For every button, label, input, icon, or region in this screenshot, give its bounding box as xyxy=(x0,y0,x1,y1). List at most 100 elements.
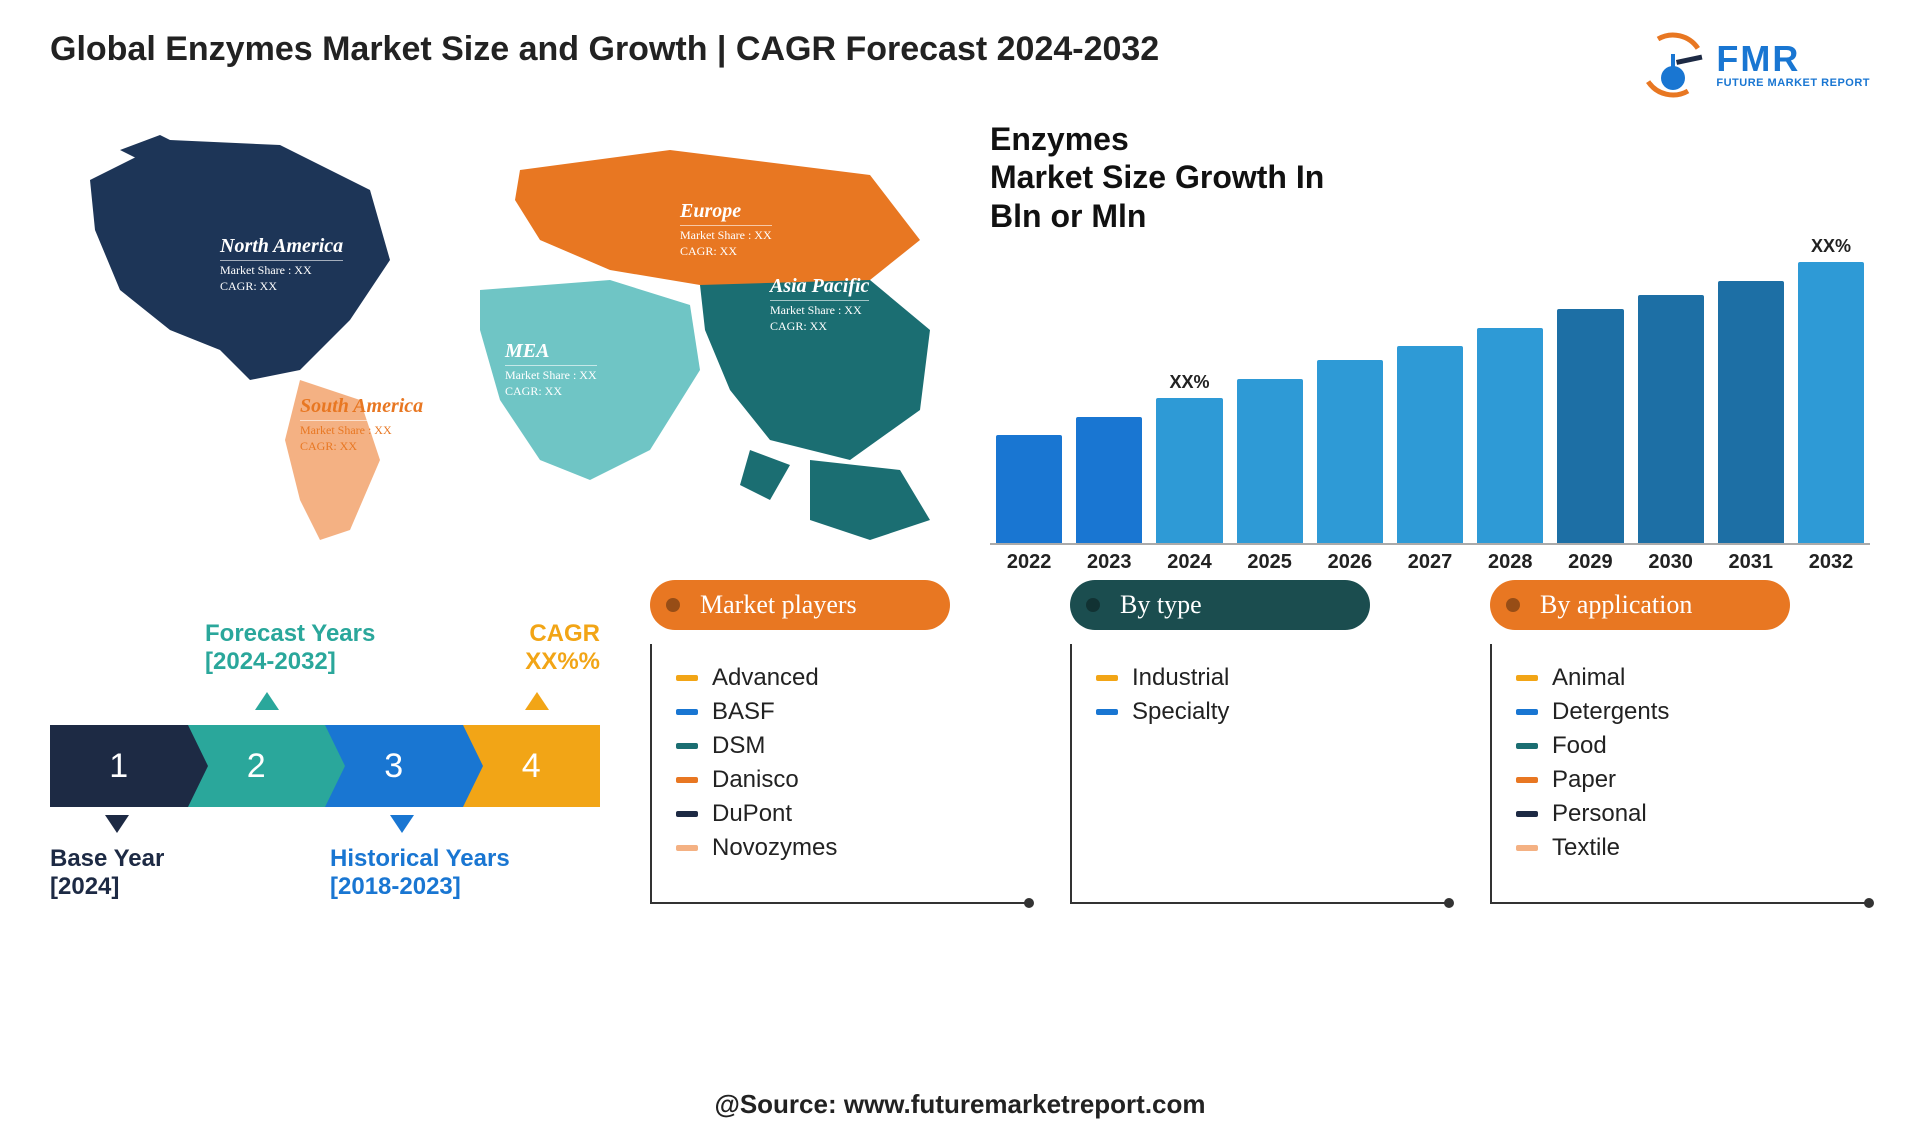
fmr-logo-text: FMR FUTURE MARKET REPORT xyxy=(1716,41,1870,89)
category-pill: By type xyxy=(1070,580,1370,630)
page-title: Global Enzymes Market Size and Growth | … xyxy=(50,30,1159,69)
x-tick: 2028 xyxy=(1477,551,1543,574)
region-label-na: North AmericaMarket Share : XXCAGR: XX xyxy=(220,235,343,294)
bullet-dash-icon xyxy=(1516,743,1538,749)
category-column: By type Industrial Specialty xyxy=(1070,580,1450,904)
list-item: Paper xyxy=(1516,766,1860,794)
caption-hist-label: Historical Years xyxy=(330,845,510,873)
caption-forecast-range: [2024-2032] xyxy=(205,648,375,676)
region-name: Europe xyxy=(680,200,772,226)
region-share: Market Share : XX xyxy=(300,423,423,439)
category-list: AnimalDetergentsFoodPaperPersonalTextile xyxy=(1490,644,1870,904)
bullet-dash-icon xyxy=(1516,675,1538,681)
bar-col xyxy=(1638,295,1704,543)
bar xyxy=(1718,281,1784,544)
source-line: @Source: www.futuremarketreport.com xyxy=(0,1089,1920,1120)
x-tick: 2032 xyxy=(1798,551,1864,574)
x-tick: 2022 xyxy=(996,551,1062,574)
category-column: Market playersAdvancedBASFDSMDaniscoDuPo… xyxy=(650,580,1030,904)
category-column: By applicationAnimalDetergentsFoodPaperP… xyxy=(1490,580,1870,904)
caption-base-range: [2024] xyxy=(50,873,164,901)
bullet-dash-icon xyxy=(676,777,698,783)
bar-col xyxy=(996,435,1062,543)
region-share: Market Share : XX xyxy=(770,303,869,319)
region-cagr: CAGR: XX xyxy=(680,244,772,260)
region-name: South America xyxy=(300,395,423,421)
x-tick: 2030 xyxy=(1638,551,1704,574)
caption-hist: Historical Years [2018-2023] xyxy=(330,845,510,900)
bar-col: XX% xyxy=(1798,262,1864,543)
list-item-label: Paper xyxy=(1552,766,1616,794)
list-item-label: Personal xyxy=(1552,800,1647,828)
list-item-label: DSM xyxy=(712,732,765,760)
region-cagr: CAGR: XX xyxy=(770,319,869,335)
bar xyxy=(1557,309,1623,543)
bar-value-label: XX% xyxy=(1811,236,1851,257)
list-item-label: Advanced xyxy=(712,664,819,692)
region-cagr: CAGR: XX xyxy=(220,279,343,295)
bullet-dash-icon xyxy=(676,845,698,851)
region-cagr: CAGR: XX xyxy=(505,384,597,400)
bar-col xyxy=(1076,417,1142,544)
list-item-label: Novozymes xyxy=(712,834,837,862)
x-tick: 2023 xyxy=(1076,551,1142,574)
bar-col xyxy=(1477,328,1543,544)
x-tick: 2027 xyxy=(1397,551,1463,574)
list-item: DSM xyxy=(676,732,1020,760)
x-tick: 2031 xyxy=(1718,551,1784,574)
bullet-dash-icon xyxy=(676,743,698,749)
region-share: Market Share : XX xyxy=(680,228,772,244)
caption-base-label: Base Year xyxy=(50,845,164,873)
timeline-segment: 4 xyxy=(463,725,601,807)
region-name: Asia Pacific xyxy=(770,275,869,301)
bar xyxy=(1397,346,1463,543)
region-share: Market Share : XX xyxy=(220,263,343,279)
category-columns: Market playersAdvancedBASFDSMDaniscoDuPo… xyxy=(650,580,1870,904)
list-item-label: Industrial xyxy=(1132,664,1229,692)
bar: XX% xyxy=(1798,262,1864,543)
bar xyxy=(1076,417,1142,544)
region-label-mea: MEAMarket Share : XXCAGR: XX xyxy=(505,340,597,399)
bar xyxy=(1477,328,1543,544)
bar xyxy=(1638,295,1704,543)
bullet-dash-icon xyxy=(1516,811,1538,817)
region-name: MEA xyxy=(505,340,597,366)
bar-col xyxy=(1718,281,1784,544)
list-item-label: Animal xyxy=(1552,664,1625,692)
list-item: Industrial xyxy=(1096,664,1440,692)
list-item: Food xyxy=(1516,732,1860,760)
fmr-logo: FMR FUTURE MARKET REPORT xyxy=(1638,30,1870,100)
bullet-dash-icon xyxy=(676,709,698,715)
bullet-dash-icon xyxy=(1096,709,1118,715)
pointer-hist xyxy=(390,815,414,833)
growth-bar-chart: EnzymesMarket Size Growth InBln or Mln X… xyxy=(990,120,1870,574)
logo-sub: FUTURE MARKET REPORT xyxy=(1716,77,1870,89)
region-label-eu: Europe Market Share : XXCAGR: XX xyxy=(680,200,772,259)
bar-col: XX% xyxy=(1156,398,1222,543)
list-item: DuPont xyxy=(676,800,1020,828)
list-item-label: Danisco xyxy=(712,766,799,794)
caption-base: Base Year [2024] xyxy=(50,845,164,900)
caption-cagr-range: XX%% xyxy=(525,648,600,676)
region-cagr: CAGR: XX xyxy=(300,439,423,455)
list-item: Novozymes xyxy=(676,834,1020,862)
logo-fmr: FMR xyxy=(1716,41,1870,77)
list-item-label: Specialty xyxy=(1132,698,1229,726)
list-item: Danisco xyxy=(676,766,1020,794)
bar xyxy=(1237,379,1303,543)
chart-bars: XX% XX% xyxy=(990,245,1870,545)
infographic-page: Global Enzymes Market Size and Growth | … xyxy=(0,0,1920,1146)
timeline-segment: 3 xyxy=(325,725,463,807)
x-tick: 2029 xyxy=(1557,551,1623,574)
x-tick: 2025 xyxy=(1237,551,1303,574)
caption-hist-range: [2018-2023] xyxy=(330,873,510,901)
bullet-dash-icon xyxy=(676,811,698,817)
bullet-dash-icon xyxy=(1516,777,1538,783)
bullet-dash-icon xyxy=(1516,709,1538,715)
list-item: Detergents xyxy=(1516,698,1860,726)
header: Global Enzymes Market Size and Growth | … xyxy=(50,30,1870,100)
world-map: North AmericaMarket Share : XXCAGR: XX So… xyxy=(50,120,950,550)
caption-forecast: Forecast Years [2024-2032] xyxy=(205,620,375,675)
x-tick: 2026 xyxy=(1317,551,1383,574)
list-item-label: DuPont xyxy=(712,800,792,828)
